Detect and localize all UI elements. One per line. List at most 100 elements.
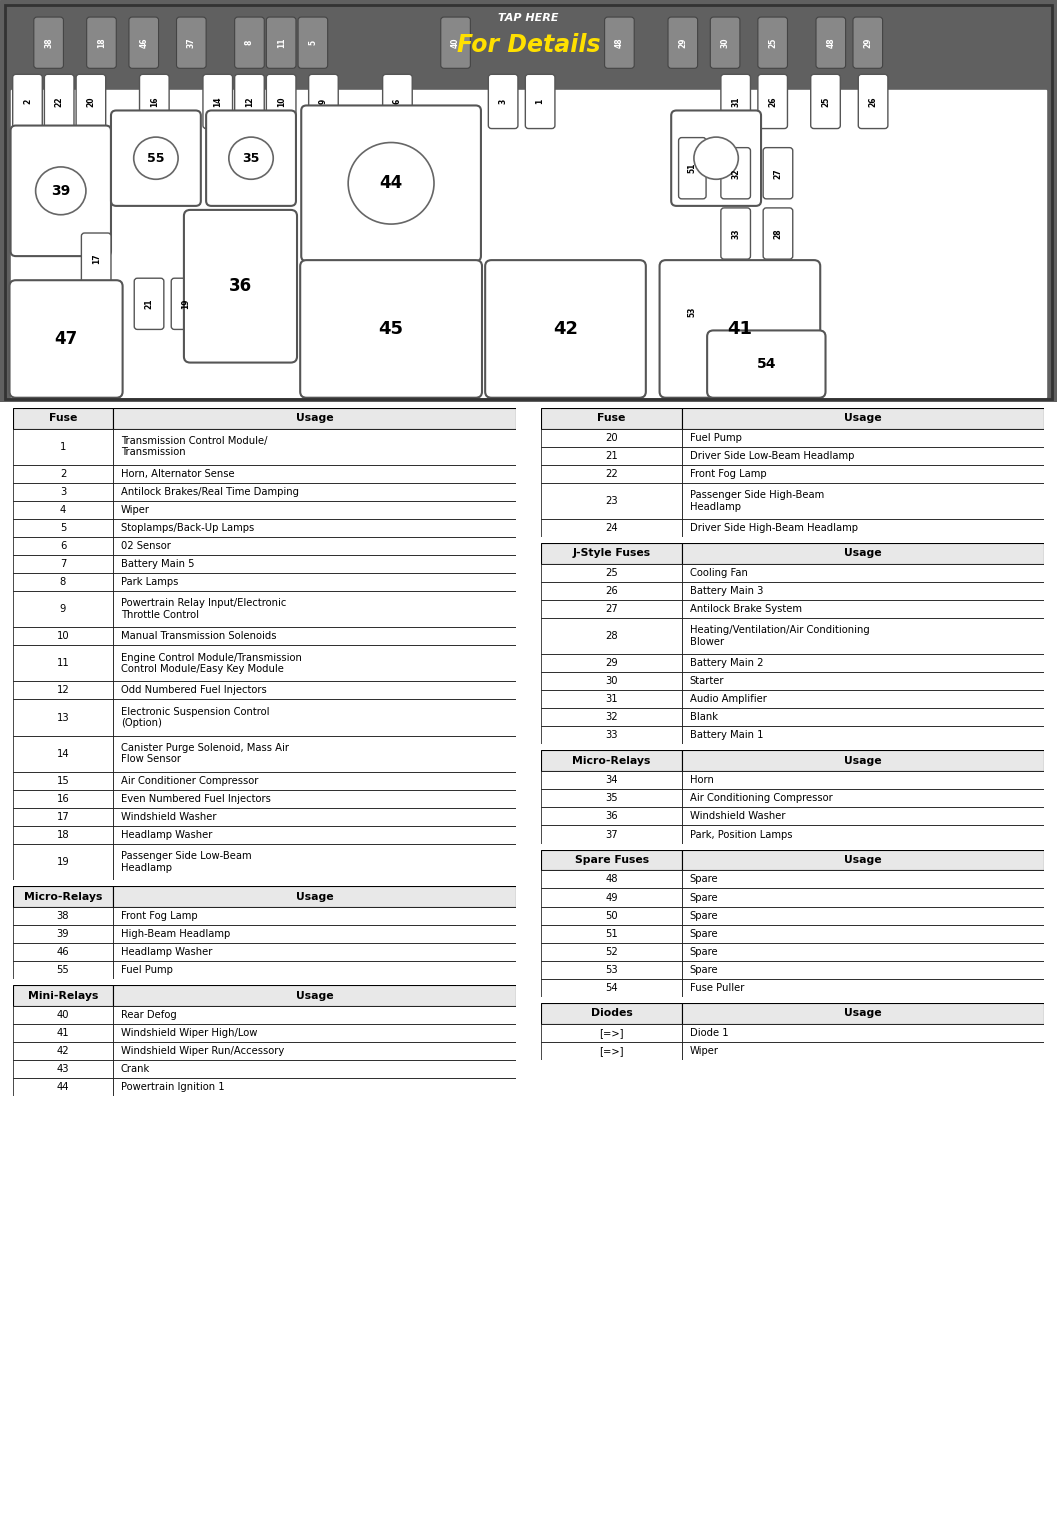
FancyBboxPatch shape xyxy=(488,74,518,129)
FancyBboxPatch shape xyxy=(811,74,840,129)
Text: 34: 34 xyxy=(606,775,618,785)
Text: 43: 43 xyxy=(57,1064,70,1075)
FancyBboxPatch shape xyxy=(177,17,206,68)
Text: 25: 25 xyxy=(821,96,830,106)
Bar xyxy=(113,826,516,844)
Bar xyxy=(682,750,1044,772)
Bar xyxy=(541,907,682,925)
Text: 38: 38 xyxy=(57,911,70,920)
Text: Spare: Spare xyxy=(689,964,719,975)
Text: 27: 27 xyxy=(774,168,782,179)
Text: Passenger Side High-Beam
Headlamp: Passenger Side High-Beam Headlamp xyxy=(689,490,823,512)
Bar xyxy=(113,735,516,772)
Bar xyxy=(541,790,682,808)
Text: 39: 39 xyxy=(57,929,70,938)
FancyBboxPatch shape xyxy=(11,126,111,256)
FancyBboxPatch shape xyxy=(235,17,264,68)
Text: 53: 53 xyxy=(606,964,618,975)
Bar xyxy=(682,619,1044,653)
Bar xyxy=(113,961,516,979)
Text: Driver Side High-Beam Headlamp: Driver Side High-Beam Headlamp xyxy=(689,523,857,534)
Circle shape xyxy=(36,167,86,215)
Bar xyxy=(113,699,516,735)
Text: Usage: Usage xyxy=(845,756,882,766)
Text: 26: 26 xyxy=(606,587,618,596)
Bar xyxy=(113,573,516,591)
Text: 28: 28 xyxy=(606,631,618,641)
Bar xyxy=(113,591,516,628)
Text: 15: 15 xyxy=(57,776,70,785)
FancyBboxPatch shape xyxy=(34,17,63,68)
Text: 17: 17 xyxy=(92,253,100,264)
Bar xyxy=(13,555,113,573)
Bar xyxy=(541,888,682,907)
Bar xyxy=(13,943,113,961)
Text: Usage: Usage xyxy=(845,414,882,423)
FancyBboxPatch shape xyxy=(383,74,412,129)
Bar xyxy=(541,961,682,979)
Bar xyxy=(13,681,113,699)
Bar xyxy=(113,429,516,465)
Text: 41: 41 xyxy=(727,320,753,338)
Bar xyxy=(682,465,1044,482)
Text: 19: 19 xyxy=(182,299,190,309)
Text: Front Fog Lamp: Front Fog Lamp xyxy=(120,911,198,920)
FancyBboxPatch shape xyxy=(605,17,634,68)
Bar xyxy=(113,1078,516,1096)
Text: 02 Sensor: 02 Sensor xyxy=(120,541,171,550)
Text: Fuse Puller: Fuse Puller xyxy=(689,982,744,993)
Bar xyxy=(541,672,682,690)
Bar xyxy=(11,91,1046,397)
Text: 36: 36 xyxy=(229,277,252,296)
Bar xyxy=(541,943,682,961)
Text: 55: 55 xyxy=(147,152,165,165)
Bar xyxy=(113,1041,516,1060)
Text: 27: 27 xyxy=(606,603,618,614)
FancyBboxPatch shape xyxy=(266,74,296,129)
Bar xyxy=(682,447,1044,465)
Bar xyxy=(541,518,682,537)
Text: Fuel Pump: Fuel Pump xyxy=(120,966,172,975)
Text: 6: 6 xyxy=(393,99,402,105)
Text: Powertrain Ignition 1: Powertrain Ignition 1 xyxy=(120,1082,224,1093)
Bar xyxy=(541,582,682,600)
FancyBboxPatch shape xyxy=(129,17,159,68)
Bar xyxy=(682,1023,1044,1041)
FancyBboxPatch shape xyxy=(13,74,42,129)
Text: Canister Purge Solenoid, Mass Air
Flow Sensor: Canister Purge Solenoid, Mass Air Flow S… xyxy=(120,743,289,764)
Bar xyxy=(541,808,682,826)
Text: 39: 39 xyxy=(51,183,71,197)
Text: Park Lamps: Park Lamps xyxy=(120,578,179,587)
Text: Wiper: Wiper xyxy=(689,1046,719,1055)
FancyBboxPatch shape xyxy=(76,74,106,129)
Bar xyxy=(13,808,113,826)
Text: High-Beam Headlamp: High-Beam Headlamp xyxy=(120,929,230,938)
Bar xyxy=(13,790,113,808)
Bar xyxy=(541,465,682,482)
Bar xyxy=(13,591,113,628)
Text: Headlamp Washer: Headlamp Washer xyxy=(120,948,212,957)
Text: 29: 29 xyxy=(864,38,872,49)
Text: Antilock Brake System: Antilock Brake System xyxy=(689,603,801,614)
Bar xyxy=(541,1041,682,1060)
Text: Starter: Starter xyxy=(689,676,724,687)
Text: Usage: Usage xyxy=(296,891,333,902)
FancyBboxPatch shape xyxy=(668,17,698,68)
Text: TAP HERE: TAP HERE xyxy=(498,14,559,23)
Bar xyxy=(13,482,113,500)
Bar xyxy=(541,925,682,943)
Text: For Details: For Details xyxy=(457,33,600,58)
Bar xyxy=(113,482,516,500)
FancyBboxPatch shape xyxy=(300,261,482,397)
Text: 14: 14 xyxy=(57,749,70,758)
Bar xyxy=(541,447,682,465)
Text: 16: 16 xyxy=(150,96,159,106)
Text: Usage: Usage xyxy=(296,990,333,1001)
FancyBboxPatch shape xyxy=(441,17,470,68)
Text: 42: 42 xyxy=(57,1046,70,1057)
Bar xyxy=(13,573,113,591)
FancyBboxPatch shape xyxy=(171,279,201,329)
FancyBboxPatch shape xyxy=(298,17,328,68)
FancyBboxPatch shape xyxy=(671,111,761,206)
Bar xyxy=(682,582,1044,600)
